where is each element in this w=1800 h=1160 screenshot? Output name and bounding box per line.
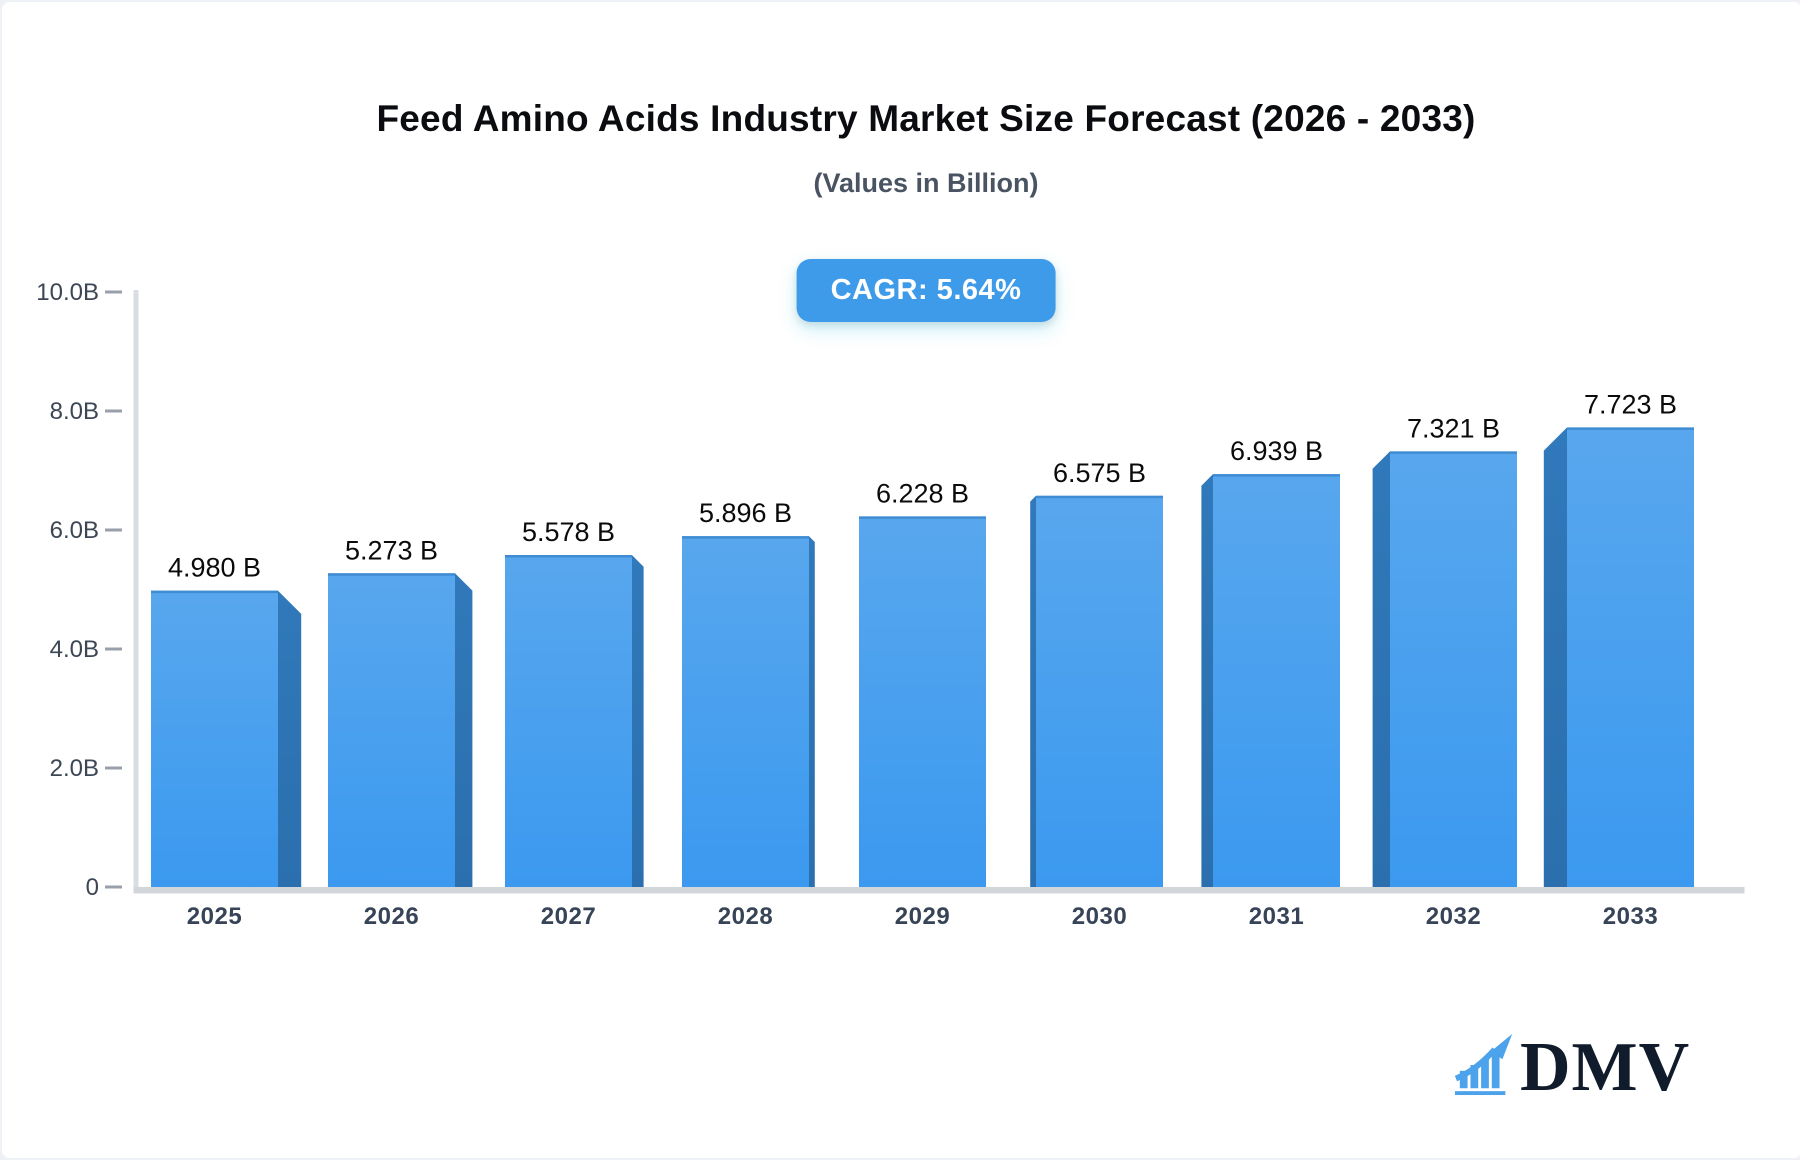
page-subtitle: (Values in Billion) <box>813 168 1039 198</box>
bar-2026 <box>328 573 473 887</box>
cagr-badge: CAGR: 5.64% <box>796 259 1056 322</box>
bar-value-label: 6.228 B <box>876 478 969 508</box>
bar-side-face <box>1372 451 1390 887</box>
page-title: Feed Amino Acids Industry Market Size Fo… <box>376 98 1476 139</box>
y-axis-label: 2.0B <box>50 755 99 782</box>
x-axis-label: 2025 <box>187 903 242 930</box>
y-axis-label: 8.0B <box>50 398 99 425</box>
y-axis-label: 4.0B <box>50 636 99 663</box>
bar-front-face <box>859 516 986 887</box>
bar-value-label: 4.980 B <box>168 553 261 583</box>
bar-2025 <box>151 590 302 887</box>
bar-front-face <box>1213 474 1340 887</box>
bar-front-face <box>505 555 632 887</box>
bar-front-face <box>1567 427 1694 887</box>
bar-side-face <box>455 573 473 887</box>
logo-chart-icon <box>1454 1034 1513 1096</box>
bar-value-label: 5.578 B <box>522 517 615 547</box>
bar-2032 <box>1372 451 1517 887</box>
bar-2029 <box>859 516 986 887</box>
bar-2031 <box>1201 474 1340 887</box>
bar-side-face <box>278 590 302 887</box>
bar-side-face <box>1201 474 1213 887</box>
bar-2028 <box>682 536 815 887</box>
bar-value-label: 7.321 B <box>1407 413 1500 443</box>
bar-2030 <box>1030 495 1163 887</box>
x-axis-label: 2028 <box>718 903 773 930</box>
x-axis-label: 2030 <box>1072 903 1127 930</box>
x-axis-label: 2033 <box>1603 903 1658 930</box>
x-axis-label: 2029 <box>895 903 950 930</box>
bar-2033 <box>1543 427 1694 887</box>
x-axis-baseline <box>133 887 1745 894</box>
x-axis-label: 2031 <box>1249 903 1304 930</box>
bar-value-label: 6.575 B <box>1053 458 1146 488</box>
bar-front-face <box>1036 495 1163 887</box>
bars-layer <box>151 427 1694 887</box>
bar-value-label: 7.723 B <box>1584 389 1677 419</box>
x-axis-label: 2026 <box>364 903 419 930</box>
logo-text: DMV <box>1520 1028 1691 1106</box>
bar-front-face <box>1390 451 1517 887</box>
axis-layer: 0 2.0B 4.0B 6.0B 8.0B 10.0B <box>36 279 1745 901</box>
bar-value-label: 5.273 B <box>345 535 438 565</box>
bar-front-face <box>328 573 455 887</box>
x-axis-label: 2027 <box>541 903 596 930</box>
bar-side-face <box>1030 495 1036 887</box>
bar-value-label: 6.939 B <box>1230 436 1323 466</box>
brand-logo: DMV <box>1454 1028 1691 1106</box>
x-axis-label: 2032 <box>1426 903 1481 930</box>
labels-layer: 4.980 B 2025 5.273 B 2026 5.578 B 2027 5.896 B… <box>168 389 1677 930</box>
bar-value-label: 5.896 B <box>699 498 792 528</box>
bar-front-face <box>151 590 278 887</box>
bar-side-face <box>1543 427 1567 887</box>
bar-side-face <box>809 536 815 887</box>
bar-2027 <box>505 555 644 887</box>
y-axis-label: 6.0B <box>50 517 99 544</box>
bar-front-face <box>682 536 809 887</box>
y-axis-label: 0 <box>86 874 99 901</box>
y-axis-label: 10.0B <box>36 279 99 306</box>
bar-side-face <box>632 555 644 887</box>
